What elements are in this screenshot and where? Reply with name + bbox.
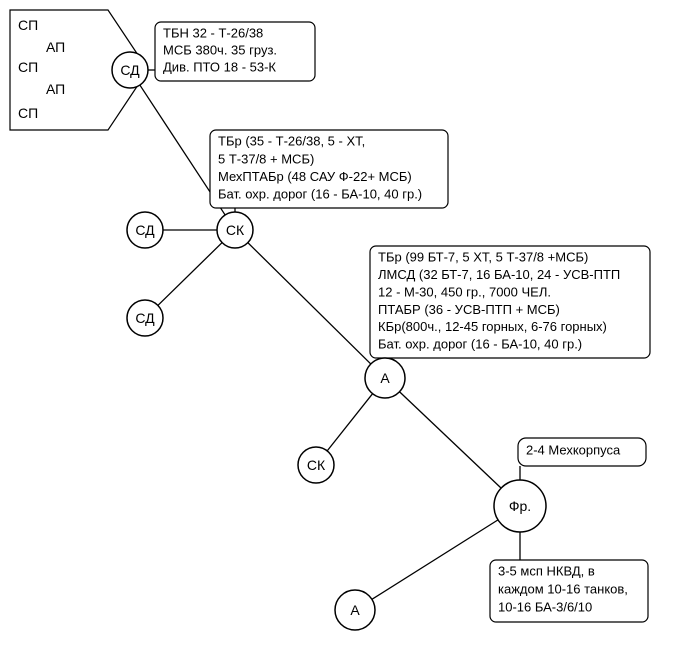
box-b_sd-line-1: МСБ 380ч. 35 груз. — [163, 43, 277, 58]
box-b_sk-line-1: 5 Т-37/8 + МСБ) — [218, 151, 314, 166]
node-sd3-label: СД — [135, 310, 155, 326]
box-b_nkvd-line-1: каждом 10-16 танков, — [498, 582, 628, 597]
node-sd2-label: СД — [135, 222, 155, 238]
box-b_sk-line-2: МехПТАБр (48 САУ Ф-22+ МСБ) — [218, 169, 412, 184]
subunit-label-0: СП — [18, 17, 38, 33]
node-sk2-label: СК — [307, 457, 326, 473]
box-b_sk-line-3: Бат. охр. дорог (16 - БА-10, 40 гр.) — [218, 187, 422, 202]
box-b_sk-line-0: ТБр (35 - Т-26/38, 5 - ХТ, — [218, 134, 365, 149]
subunit-label-4: СП — [18, 105, 38, 121]
box-b_a-line-3: ПТАБР (36 - УСВ-ПТП + МСБ) — [378, 302, 560, 317]
node-a1-label: А — [380, 370, 390, 386]
box-b_nkvd-line-2: 10-16 БА-3/6/10 — [498, 600, 592, 615]
annotation-boxes: ТБН 32 - Т-26/38 МСБ 380ч. 35 груз. Див. П… — [155, 22, 650, 622]
node-fr-label: Фр. — [509, 498, 531, 514]
subunit-label-2: СП — [18, 59, 38, 75]
edge-a1-sk2 — [327, 394, 372, 451]
box-b_mech-line-0: 2-4 Мехкорпуса — [526, 443, 621, 458]
box-b_sd-line-2: Див. ПТО 18 - 53-К — [163, 60, 276, 75]
node-sk1-label: СК — [226, 222, 245, 238]
node-sd1-label: СД — [120, 62, 140, 78]
edge-fr-a2 — [372, 520, 498, 599]
edge-a1-fr — [400, 392, 502, 488]
box-b_a-line-0: ТБр (99 БТ-7, 5 ХТ, 5 Т-37/8 +МСБ) — [378, 250, 588, 265]
box-b_a-line-5: Бат. охр. дорог (16 - БА-10, 40 гр.) — [378, 337, 582, 352]
box-b_a-line-4: КБр(800ч., 12-45 горных, 6-76 горных) — [378, 319, 607, 334]
org-tree-diagram: ТБН 32 - Т-26/38 МСБ 380ч. 35 груз. Див. П… — [0, 0, 680, 650]
box-b_nkvd-line-0: 3-5 мсп НКВД, в — [498, 564, 595, 579]
subunit-label-3: АП — [46, 81, 65, 97]
box-b_a-line-1: ЛМСД (32 БТ-7, 16 БА-10, 24 - УСВ-ПТП — [378, 267, 620, 282]
box-b_a-line-2: 12 - М-30, 450 гр., 7000 ЧЕЛ. — [378, 284, 551, 299]
box-b_sd-line-0: ТБН 32 - Т-26/38 — [163, 26, 263, 41]
node-a2-label: А — [350, 602, 360, 618]
subunit-label-1: АП — [46, 39, 65, 55]
edge-sk1-a1 — [248, 243, 371, 364]
edge-sk1-sd3 — [158, 243, 222, 306]
